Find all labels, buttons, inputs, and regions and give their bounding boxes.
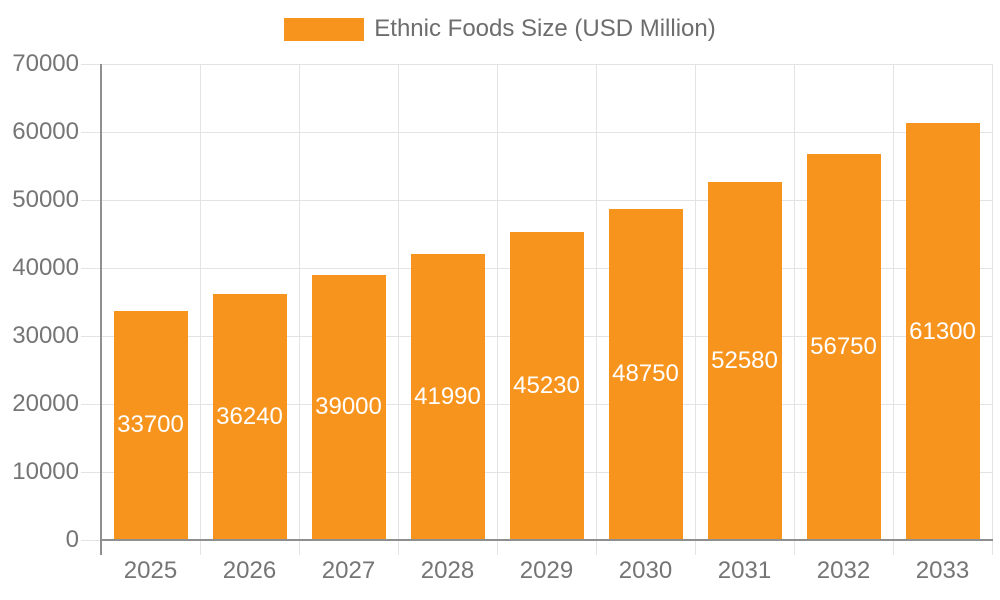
bar-value-label: 52580 (711, 347, 778, 375)
x-tick-label: 2030 (618, 557, 673, 584)
x-gridline (595, 64, 597, 555)
y-gridline (81, 131, 992, 133)
x-gridline (397, 64, 399, 555)
bar-value-label: 33700 (117, 411, 184, 439)
bar-2028: 41990 (410, 254, 485, 540)
legend: Ethnic Foods Size (USD Million) (0, 15, 1000, 43)
bar-value-label: 41990 (414, 383, 481, 411)
y-axis-line (100, 64, 102, 555)
y-tick-label: 40000 (12, 254, 79, 281)
x-axis-line (100, 539, 993, 541)
plot-area: 33700 36240 39000 41990 45230 48750 52580 56750… (81, 63, 993, 555)
x-tick-label: 2028 (420, 557, 475, 584)
y-tick-label: 60000 (12, 118, 79, 145)
bar-value-label: 61300 (909, 317, 976, 345)
bar-value-label: 45230 (513, 372, 580, 400)
bar-2026: 36240 (212, 293, 287, 540)
bar-2029: 45230 (509, 232, 584, 540)
bar-2030: 48750 (608, 208, 683, 540)
bar-value-label: 56750 (810, 333, 877, 361)
y-gridline (81, 199, 992, 201)
y-tick-label: 10000 (12, 458, 79, 485)
x-gridline (694, 64, 696, 555)
y-tick-label: 30000 (12, 322, 79, 349)
bar-2027: 39000 (311, 274, 386, 540)
legend-swatch (284, 17, 365, 41)
bar-2025: 33700 (113, 310, 188, 540)
y-tick-label: 0 (65, 526, 79, 553)
legend-label: Ethnic Foods Size (USD Million) (374, 15, 716, 42)
x-tick-label: 2033 (915, 557, 970, 584)
bar-2031: 52580 (707, 182, 782, 540)
x-gridline (199, 64, 201, 555)
x-tick-label: 2025 (123, 557, 178, 584)
x-gridline (793, 64, 795, 555)
legend-item[interactable]: Ethnic Foods Size (USD Million) (284, 15, 716, 43)
x-gridline (298, 64, 300, 555)
bar-value-label: 39000 (315, 393, 382, 421)
x-tick-label: 2026 (222, 557, 277, 584)
bar-value-label: 36240 (216, 402, 283, 430)
y-tick-label: 70000 (12, 50, 79, 77)
x-tick-label: 2031 (717, 557, 772, 584)
x-tick-label: 2029 (519, 557, 574, 584)
y-gridline (81, 63, 992, 65)
bar-2033: 61300 (905, 123, 980, 540)
y-tick-label: 20000 (12, 390, 79, 417)
y-tick-label: 50000 (12, 186, 79, 213)
x-gridline (892, 64, 894, 555)
bar-value-label: 48750 (612, 360, 679, 388)
x-tick-label: 2032 (816, 557, 871, 584)
x-gridline (496, 64, 498, 555)
bar-2032: 56750 (806, 154, 881, 540)
x-tick-label: 2027 (321, 557, 376, 584)
x-gridline (991, 64, 993, 555)
